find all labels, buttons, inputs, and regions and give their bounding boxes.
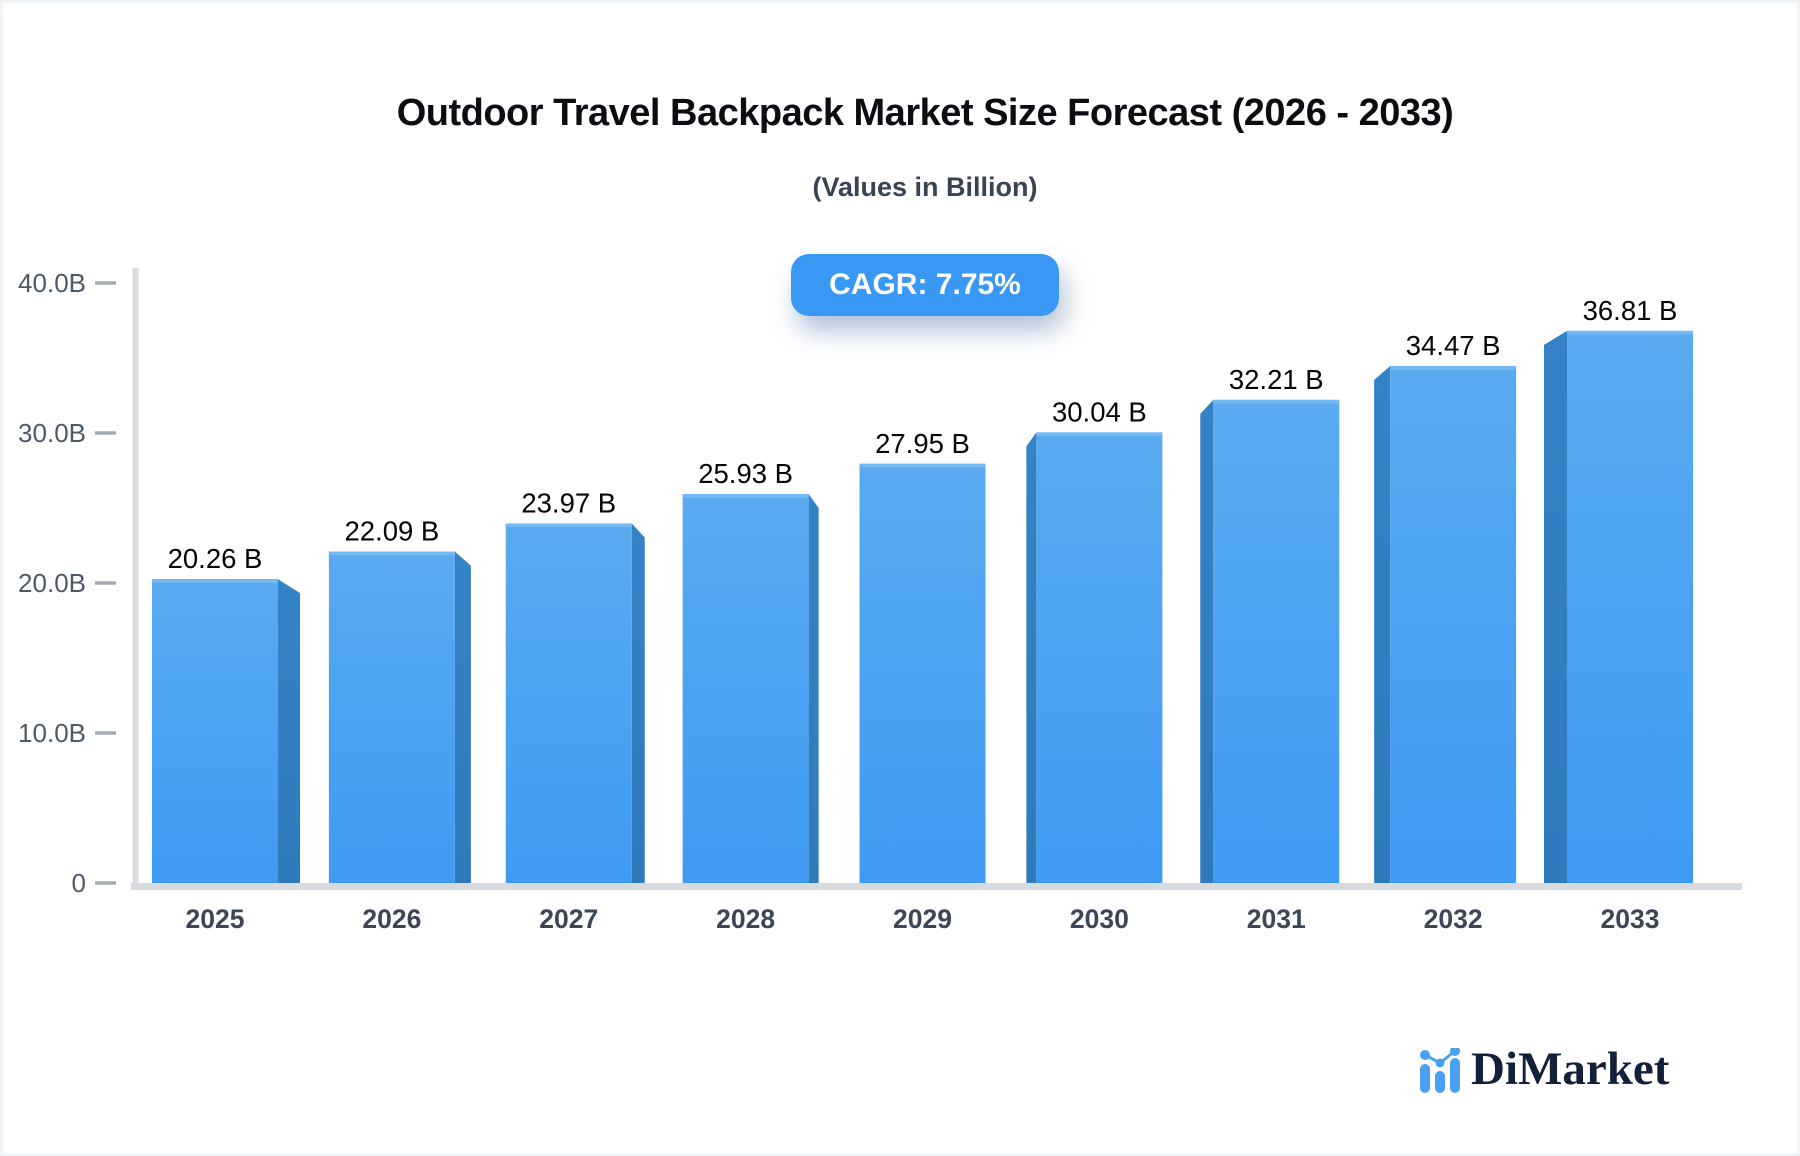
x-category-label: 2030 (1070, 904, 1129, 934)
bar-value-label: 25.93 B (698, 458, 793, 489)
cagr-badge-band: CAGR: 7.75% (50, 254, 1800, 316)
bar-3d-side (454, 551, 471, 883)
bar-face (328, 551, 455, 883)
bar-face (1036, 432, 1163, 883)
y-tick-dash (95, 581, 116, 585)
y-tick-label: 0 (72, 868, 86, 898)
bar-value-label: 20.26 B (168, 543, 263, 574)
bar-3d-side (1026, 432, 1037, 883)
chart-subtitle: (Values in Billion) (812, 172, 1038, 202)
bar-top-highlight (1213, 399, 1340, 404)
bar-value-label: 34.47 B (1406, 330, 1501, 361)
bar-face (682, 494, 809, 883)
bar-top-highlight (505, 523, 632, 527)
bar-value-label: 30.04 B (1052, 396, 1147, 427)
y-tick-label: 10.0B (18, 718, 86, 748)
bars-layer (152, 330, 1693, 884)
bar-value-label: 27.95 B (875, 428, 970, 459)
y-tick-dash (95, 431, 116, 435)
bar-top-highlight (152, 579, 278, 583)
bar-face (859, 463, 986, 883)
bar-top-highlight (1567, 330, 1693, 335)
y-tick-label: 40.0B (18, 268, 86, 298)
bar-top-highlight (1390, 365, 1517, 370)
chart-title: Outdoor Travel Backpack Market Size Fore… (396, 92, 1454, 134)
bar-face (152, 579, 278, 883)
bar-face (505, 523, 632, 883)
labels-layer: 20.26 B 2025 22.09 B 2026 23.97 B 2027 25.93 B… (168, 295, 1678, 934)
bar-face (1213, 399, 1340, 883)
y-tick-dash (95, 881, 116, 885)
bar-face (1390, 365, 1517, 883)
x-axis-line (131, 883, 1742, 890)
y-tick-label: 20.0B (18, 568, 86, 598)
bar-3d-side (278, 579, 300, 883)
bar-face (1567, 330, 1693, 884)
bar-3d-side (631, 523, 645, 883)
x-category-label: 2028 (716, 904, 775, 934)
y-tick-dash (95, 731, 116, 735)
x-category-label: 2026 (362, 904, 421, 934)
bar-top-highlight (682, 494, 809, 498)
bar-3d-side (1374, 365, 1391, 883)
y-tick-label: 30.0B (18, 418, 86, 448)
x-category-label: 2029 (893, 904, 952, 934)
bar-top-highlight (1036, 432, 1163, 436)
bar-top-highlight (328, 551, 455, 556)
x-category-label: 2031 (1247, 904, 1306, 934)
logo-brand-text: DiMarket (1471, 1043, 1670, 1095)
bar-3d-side (1200, 399, 1214, 883)
bar-value-label: 36.81 B (1583, 295, 1678, 326)
cagr-badge: CAGR: 7.75% (791, 254, 1059, 316)
bar-value-label: 32.21 B (1229, 364, 1324, 395)
bar-value-label: 22.09 B (344, 516, 439, 547)
y-axis-line (132, 268, 139, 889)
bar-3d-side (808, 494, 819, 883)
x-category-label: 2025 (186, 904, 245, 934)
x-category-label: 2032 (1424, 904, 1483, 934)
mini-bar-chart-icon (1420, 1048, 1460, 1093)
y-tick-dash (95, 281, 116, 285)
x-category-label: 2027 (539, 904, 598, 934)
bar-value-label: 23.97 B (521, 487, 616, 518)
x-category-label: 2033 (1601, 904, 1660, 934)
axes-layer: 0 10.0B 20.0B 30.0B 40.0B (18, 268, 1742, 898)
bar-top-highlight (859, 463, 986, 468)
bar-3d-side (1544, 330, 1567, 884)
